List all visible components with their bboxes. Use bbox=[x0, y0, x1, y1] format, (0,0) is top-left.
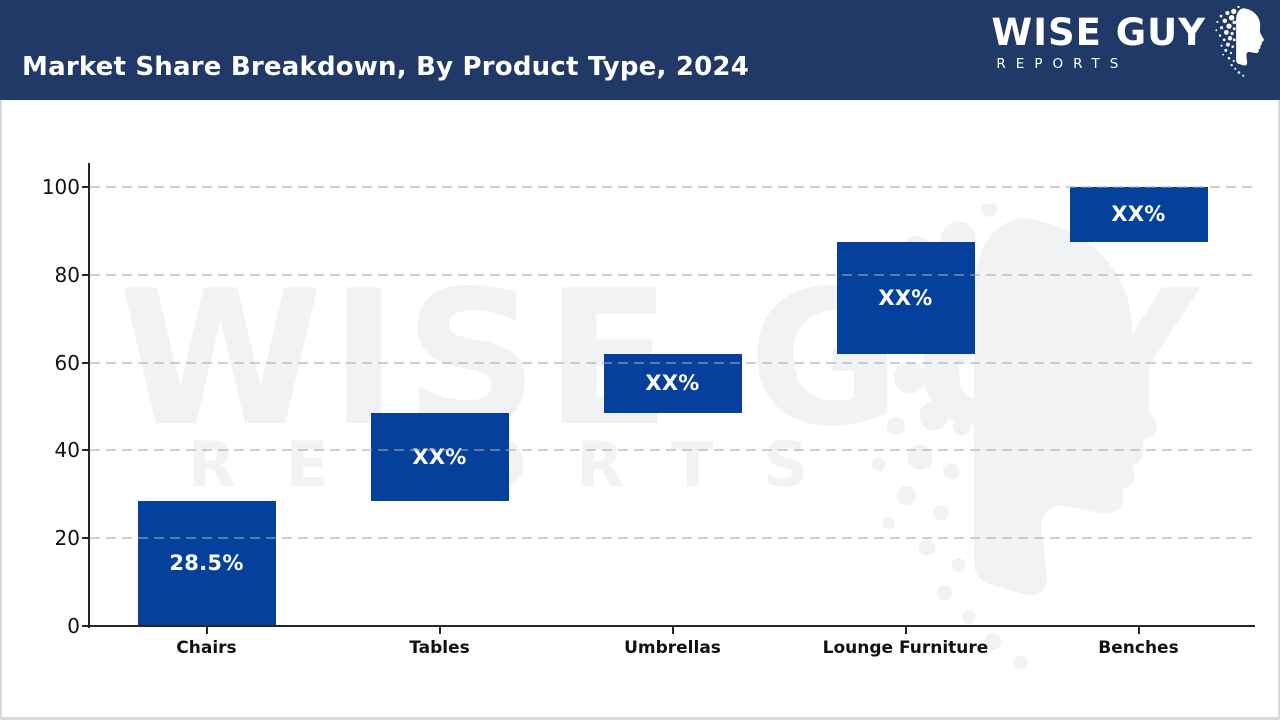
y-axis-label-100: 100 bbox=[41, 175, 80, 199]
y-tick-40 bbox=[82, 449, 88, 452]
y-tick-60 bbox=[82, 361, 88, 364]
header-bar: Market Share Breakdown, By Product Type,… bbox=[0, 0, 1280, 100]
bar-value-label: XX% bbox=[412, 444, 467, 469]
x-axis-label-lounge-furniture: Lounge Furniture bbox=[822, 638, 989, 658]
x-axis-label-tables: Tables bbox=[409, 638, 470, 658]
y-axis-spine bbox=[88, 163, 90, 628]
bar-umbrellas[interactable]: XX% bbox=[603, 353, 742, 414]
x-tick-4 bbox=[1137, 627, 1140, 634]
gridline-100 bbox=[90, 186, 1255, 188]
x-axis-label-chairs: Chairs bbox=[176, 638, 237, 658]
plot-region: 28.5% XX% XX% XX% XX% 0 20 40 60 80 100 Chairs Table… bbox=[2, 100, 1278, 717]
logo-reports-text: REPORTS bbox=[996, 55, 1129, 72]
watermark-reports-text: REPORTS bbox=[188, 428, 859, 501]
bar-value-label: 28.5% bbox=[169, 551, 244, 576]
x-tick-0 bbox=[205, 627, 208, 634]
x-tick-2 bbox=[671, 627, 674, 634]
gridline-40 bbox=[90, 449, 1255, 452]
bar-value-label: XX% bbox=[645, 371, 700, 396]
y-axis-label-60: 60 bbox=[54, 350, 80, 375]
bar-chairs[interactable]: 28.5% bbox=[137, 500, 276, 626]
x-axis-spine bbox=[88, 625, 1255, 627]
bar-value-label: XX% bbox=[878, 285, 933, 310]
y-axis-label-80: 80 bbox=[54, 262, 80, 287]
gridline-80 bbox=[90, 273, 1255, 276]
bar-lounge-furniture[interactable]: XX% bbox=[836, 241, 975, 354]
y-tick-0 bbox=[82, 625, 88, 627]
gridline-60 bbox=[90, 361, 1255, 364]
bar-tables[interactable]: XX% bbox=[370, 413, 509, 501]
y-tick-20 bbox=[82, 537, 88, 540]
logo-wordmark: WISE GUY REPORTS bbox=[991, 11, 1206, 72]
gridline-20 bbox=[90, 537, 1255, 540]
y-tick-80 bbox=[82, 273, 88, 276]
bar-value-label: XX% bbox=[1111, 202, 1166, 227]
x-tick-1 bbox=[438, 627, 441, 634]
x-tick-3 bbox=[904, 627, 907, 634]
page-title: Market Share Breakdown, By Product Type,… bbox=[22, 52, 749, 83]
x-axis-label-umbrellas: Umbrellas bbox=[624, 638, 721, 658]
y-axis-label-0: 0 bbox=[67, 614, 80, 638]
logo-wiseguy-text: WISE GUY bbox=[991, 11, 1206, 55]
bar-benches[interactable]: XX% bbox=[1069, 187, 1208, 242]
chart-area: WISE GUY REPORTS 28.5%XX%XX%XX%XX%020406… bbox=[0, 100, 1280, 720]
wise-guy-logo: WISE GUY REPORTS bbox=[991, 6, 1268, 80]
wise-guy-head-icon bbox=[1215, 6, 1264, 77]
y-tick-100 bbox=[82, 186, 88, 188]
y-axis-label-20: 20 bbox=[54, 526, 80, 551]
y-axis-label-40: 40 bbox=[54, 438, 80, 463]
x-axis-label-benches: Benches bbox=[1098, 638, 1179, 658]
